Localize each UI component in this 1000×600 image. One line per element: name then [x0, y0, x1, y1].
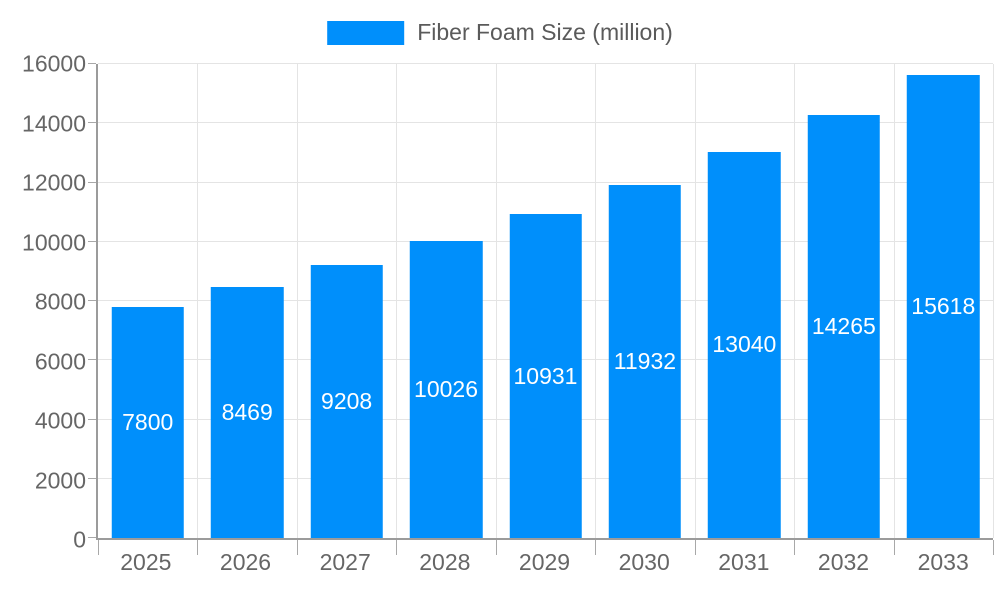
bar-value-label: 10931 — [513, 362, 578, 389]
gridline-vertical — [794, 64, 796, 538]
bar-value-label: 15618 — [911, 293, 976, 320]
bar-value-label: 10026 — [414, 375, 479, 402]
gridline-vertical — [197, 64, 199, 538]
bar-value-label: 9208 — [321, 388, 373, 415]
y-tick-label: 8000 — [34, 288, 86, 315]
x-axis-tick — [993, 540, 994, 555]
y-tick-label: 14000 — [22, 110, 86, 136]
y-axis-tick — [88, 477, 96, 479]
gridline-vertical — [993, 64, 994, 538]
gridline-horizontal — [98, 181, 993, 183]
x-tick-label: 2029 — [518, 549, 571, 575]
y-tick-label: 12000 — [22, 169, 86, 196]
x-tick-label: 2025 — [120, 549, 172, 575]
x-tick-label: 2031 — [718, 549, 770, 575]
x-axis-tick — [98, 540, 99, 555]
x-tick-label: 2032 — [817, 549, 870, 575]
x-axis-tick — [893, 540, 895, 555]
x-tick-label: 2033 — [917, 549, 969, 575]
legend[interactable]: Fiber Foam Size (million) — [327, 19, 673, 46]
y-axis-tick — [88, 359, 96, 361]
x-tick-label: 2030 — [618, 549, 670, 575]
bar-value-label: 7800 — [122, 408, 174, 435]
gridline-vertical — [595, 64, 597, 538]
gridline-vertical — [396, 64, 398, 538]
y-axis-tick — [88, 537, 96, 538]
x-axis-tick — [197, 540, 199, 555]
y-tick-label: 16000 — [22, 50, 86, 77]
bar-2030[interactable]: 11932 — [608, 184, 682, 538]
gridline-horizontal — [98, 122, 993, 124]
x-tick-label: 2028 — [419, 549, 471, 575]
legend-label: Fiber Foam Size (million) — [417, 19, 673, 45]
y-axis-tick — [88, 63, 96, 64]
bar-value-label: 13040 — [712, 331, 777, 358]
bar-2026[interactable]: 8469 — [210, 287, 284, 538]
y-tick-label: 2000 — [34, 467, 86, 493]
gridline-vertical — [296, 64, 298, 538]
y-axis-tick — [88, 240, 96, 242]
bar-2027[interactable]: 9208 — [310, 265, 383, 538]
y-axis-labels: 0 2000 4000 6000 8000 10000 12000 14000 16000 — [0, 52, 86, 551]
x-axis-labels: 2025 2026 2027 2028 2029 2030 2031 2032 2033 — [96, 551, 993, 581]
bar-value-label: 11932 — [613, 347, 677, 374]
gridline-vertical — [495, 64, 497, 538]
plot-area: 7800 8469 9208 10026 10931 11932 13040 14265 156… — [88, 63, 994, 555]
gridline-vertical — [893, 64, 895, 538]
legend-swatch — [327, 20, 405, 45]
bar-value-label: 8469 — [221, 399, 273, 426]
x-axis-tick — [595, 540, 597, 555]
y-tick-label: 6000 — [34, 348, 86, 374]
bar-2032[interactable]: 14265 — [807, 115, 881, 538]
x-axis-tick — [794, 540, 796, 555]
y-axis-tick — [88, 418, 96, 420]
x-axis-tick — [296, 540, 298, 555]
bar-2028[interactable]: 10026 — [409, 240, 483, 538]
bar-value-label: 14265 — [811, 313, 876, 340]
bar-2031[interactable]: 13040 — [708, 151, 781, 538]
bar-2029[interactable]: 10931 — [509, 214, 582, 538]
y-tick-label: 10000 — [22, 229, 86, 255]
bar-2033[interactable]: 15618 — [907, 75, 980, 538]
gridline-horizontal — [98, 63, 993, 64]
bar-2025[interactable]: 7800 — [111, 306, 184, 538]
y-tick-label: 0 — [73, 526, 86, 553]
x-axis-tick — [694, 540, 696, 555]
x-axis-tick — [396, 540, 398, 555]
y-axis-tick — [88, 122, 96, 124]
y-tick-label: 4000 — [34, 407, 86, 434]
x-tick-label: 2027 — [319, 549, 371, 575]
y-axis-tick — [88, 181, 96, 183]
y-axis-tick — [88, 300, 96, 301]
gridline-vertical — [694, 64, 696, 538]
x-axis-tick — [495, 540, 497, 555]
x-tick-label: 2026 — [219, 549, 272, 575]
